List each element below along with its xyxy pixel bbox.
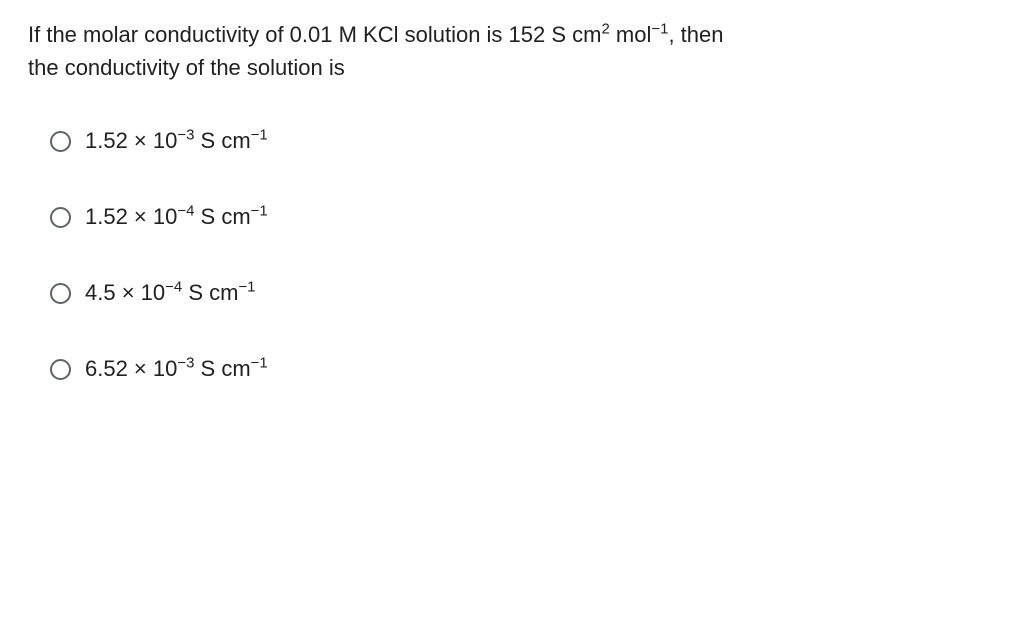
- option-coeff: 4.5 × 10: [85, 280, 165, 305]
- option-2[interactable]: 1.52 × 10−4 S cm−1: [50, 206, 996, 228]
- option-4[interactable]: 6.52 × 10−3 S cm−1: [50, 358, 996, 380]
- option-3-text: 4.5 × 10−4 S cm−1: [85, 282, 256, 304]
- options-container: 1.52 × 10−3 S cm−1 1.52 × 10−4 S cm−1 4.…: [28, 130, 996, 380]
- option-2-text: 1.52 × 10−4 S cm−1: [85, 206, 268, 228]
- option-3[interactable]: 4.5 × 10−4 S cm−1: [50, 282, 996, 304]
- option-coeff: 1.52 × 10: [85, 128, 177, 153]
- question-line1-suffix: , then: [668, 22, 723, 47]
- option-1-text: 1.52 × 10−3 S cm−1: [85, 130, 268, 152]
- option-exp: −3: [177, 355, 194, 372]
- question-line1-prefix: If the molar conductivity of 0.01 M KCl …: [28, 22, 601, 47]
- radio-icon[interactable]: [50, 207, 71, 228]
- option-coeff: 1.52 × 10: [85, 204, 177, 229]
- question-text: If the molar conductivity of 0.01 M KCl …: [28, 18, 996, 84]
- question-line1-mid: mol: [610, 22, 652, 47]
- question-line2: the conductivity of the solution is: [28, 55, 345, 80]
- option-4-text: 6.52 × 10−3 S cm−1: [85, 358, 268, 380]
- radio-icon[interactable]: [50, 283, 71, 304]
- option-unit: S cm: [182, 280, 238, 305]
- option-exp: −3: [177, 127, 194, 144]
- option-unit: S cm: [194, 204, 250, 229]
- question-sup-2: −1: [651, 21, 668, 38]
- question-sup-1: 2: [601, 21, 609, 38]
- radio-icon[interactable]: [50, 131, 71, 152]
- option-unit: S cm: [194, 128, 250, 153]
- radio-icon[interactable]: [50, 359, 71, 380]
- option-unit-exp: −1: [238, 279, 255, 296]
- option-unit-exp: −1: [251, 203, 268, 220]
- option-coeff: 6.52 × 10: [85, 356, 177, 381]
- option-1[interactable]: 1.52 × 10−3 S cm−1: [50, 130, 996, 152]
- option-exp: −4: [165, 279, 182, 296]
- option-exp: −4: [177, 203, 194, 220]
- option-unit-exp: −1: [251, 355, 268, 372]
- option-unit-exp: −1: [251, 127, 268, 144]
- option-unit: S cm: [194, 356, 250, 381]
